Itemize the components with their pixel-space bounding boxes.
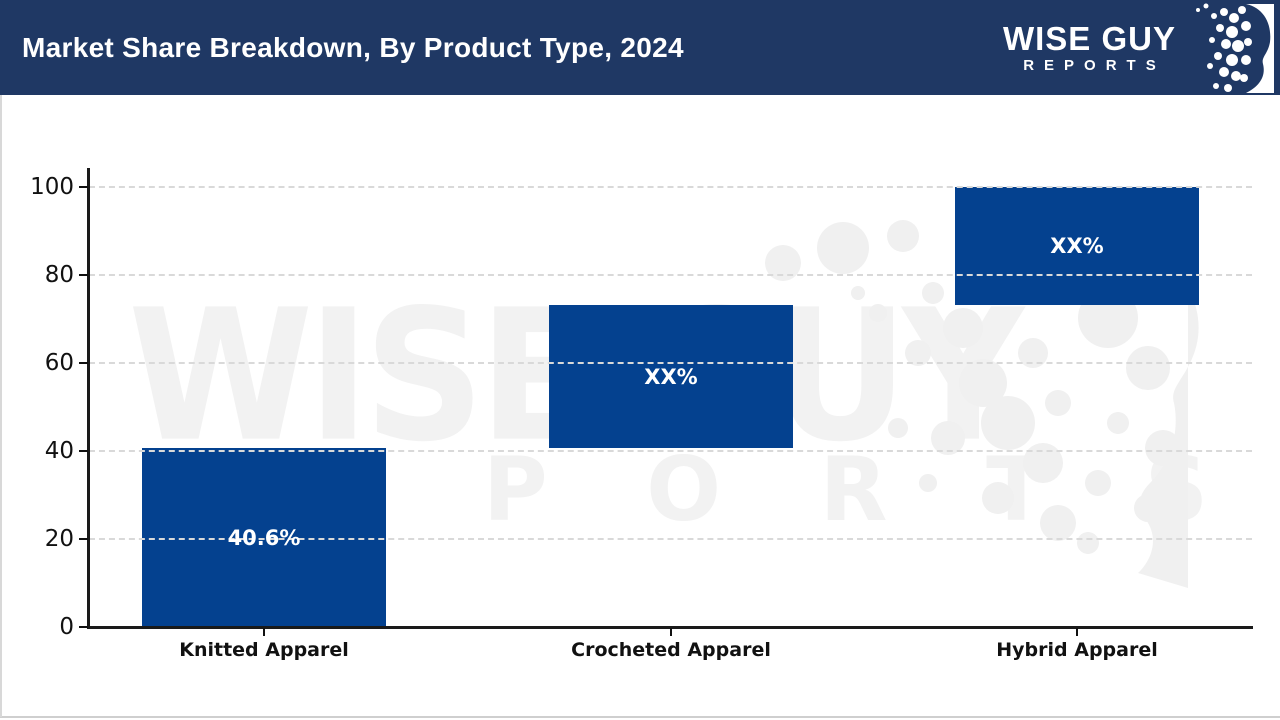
x-axis-label-knitted-apparel: Knitted Apparel [179,639,349,661]
left-border-line [0,95,2,717]
y-tick-label: 60 [44,350,74,376]
y-tick-mark [79,450,88,452]
bar-knitted-apparel [142,448,386,627]
y-tick-label: 40 [44,438,74,464]
x-axis-line [87,626,1253,629]
logo-face-icon [1196,3,1274,93]
gridline [89,450,1252,452]
x-tick-mark [670,628,672,636]
bottom-border-line [0,716,1280,718]
gridline [89,362,1252,364]
y-tick-label: 0 [59,614,74,640]
y-tick-mark [79,538,88,540]
page-title: Market Share Breakdown, By Product Type,… [22,31,684,63]
logo-text-reports: REPORTS [1023,56,1166,74]
bar-value-label: XX% [1050,233,1104,258]
header: Market Share Breakdown, By Product Type,… [0,0,1280,95]
bar-value-label: 40.6% [227,525,301,550]
y-tick-mark [79,362,88,364]
wiseguy-logo: WISE GUY REPORTS [1003,0,1274,95]
x-tick-mark [263,628,265,636]
y-tick-mark [79,186,88,188]
y-tick-mark [79,274,88,276]
y-tick-label: 80 [44,262,74,288]
x-axis-label-crocheted-apparel: Crocheted Apparel [571,639,771,661]
y-axis-line [87,168,90,628]
y-tick-mark [79,626,88,628]
gridline [89,186,1252,188]
y-tick-label: 20 [44,526,74,552]
logo-text-wiseguy: WISE GUY [1002,19,1176,57]
bar-value-label: XX% [644,364,698,389]
x-tick-mark [1076,628,1078,636]
y-tick-label: 100 [30,174,74,200]
x-axis-label-hybrid-apparel: Hybrid Apparel [996,639,1158,661]
gridline [89,274,1252,276]
gridline [89,538,1252,540]
bar-crocheted-apparel [549,304,793,449]
